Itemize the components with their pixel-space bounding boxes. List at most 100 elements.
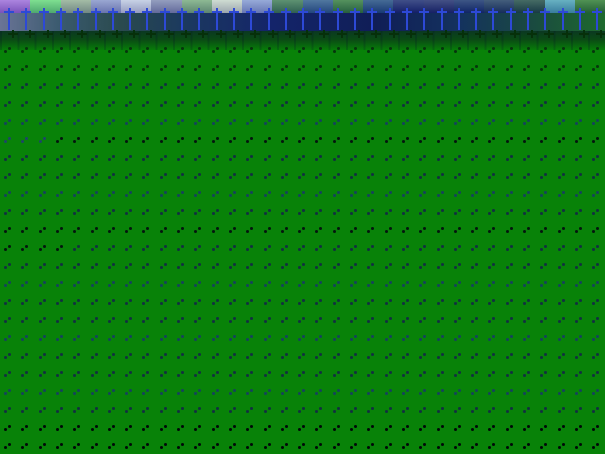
pattern-mark — [263, 230, 267, 233]
glyph-shadow-artifact — [94, 30, 105, 38]
pattern-mark — [523, 230, 526, 233]
pattern-mark — [142, 302, 146, 305]
pattern-mark — [38, 446, 42, 449]
pattern-mark — [107, 194, 111, 197]
glyph-artifact — [401, 8, 412, 30]
pattern-mark — [107, 320, 111, 323]
pattern-mark — [4, 158, 7, 161]
pattern-mark — [540, 158, 544, 161]
pattern-mark — [142, 410, 146, 413]
pattern-mark — [90, 140, 94, 143]
pattern-mark — [574, 158, 578, 161]
pattern-mark — [401, 50, 405, 53]
glyph-artifact — [592, 8, 603, 30]
pattern-mark — [142, 338, 146, 341]
pattern-mark — [298, 320, 302, 323]
pattern-mark — [574, 410, 578, 413]
pattern-mark — [315, 428, 319, 431]
pattern-mark — [505, 374, 509, 377]
pattern-mark — [488, 104, 492, 107]
pattern-mark — [90, 158, 94, 161]
pattern-mark — [142, 158, 146, 161]
pattern-mark — [263, 320, 267, 323]
pattern-mark — [159, 302, 163, 305]
noise-block — [484, 0, 515, 13]
pattern-mark — [55, 338, 59, 341]
pattern-mark — [557, 86, 561, 89]
pattern-mark — [90, 356, 94, 359]
glyph-shadow-artifact — [457, 30, 468, 38]
pattern-mark — [263, 68, 267, 71]
pattern-mark — [540, 284, 544, 287]
pattern-mark — [453, 428, 457, 431]
pattern-mark — [505, 320, 509, 323]
pattern-mark — [298, 158, 302, 161]
pattern-mark — [55, 194, 59, 197]
pattern-mark — [471, 194, 475, 197]
pattern-mark — [142, 446, 146, 449]
pattern-mark — [211, 68, 215, 71]
pattern-mark — [38, 86, 42, 89]
pattern-mark — [125, 86, 129, 89]
pattern-mark — [298, 410, 302, 413]
pattern-mark — [592, 158, 596, 161]
pattern-mark — [177, 374, 180, 377]
pattern-mark — [263, 284, 267, 287]
pattern-mark — [557, 212, 561, 215]
pattern-mark — [592, 320, 596, 323]
pattern-mark — [315, 194, 319, 197]
noise-block — [0, 0, 31, 13]
pattern-mark — [55, 176, 59, 179]
pattern-mark — [142, 212, 146, 215]
pattern-mark — [540, 338, 544, 341]
pattern-mark — [367, 122, 371, 125]
glyph-artifact — [436, 8, 447, 30]
pattern-mark — [505, 266, 509, 269]
pattern-mark — [38, 104, 42, 107]
pattern-mark — [107, 230, 111, 233]
pattern-mark — [523, 212, 526, 215]
pattern-mark — [125, 104, 129, 107]
pattern-mark — [523, 194, 526, 197]
pattern-mark — [505, 248, 509, 251]
pattern-mark — [384, 68, 388, 71]
pattern-mark — [436, 104, 440, 107]
pattern-mark — [540, 104, 544, 107]
pattern-mark — [488, 320, 492, 323]
glyph-artifact — [177, 8, 187, 30]
pattern-mark — [159, 140, 163, 143]
pattern-mark — [298, 68, 302, 71]
pattern-mark — [228, 212, 232, 215]
pattern-mark — [574, 86, 578, 89]
pattern-mark — [350, 50, 353, 53]
pattern-mark — [73, 428, 77, 431]
pattern-mark — [211, 86, 215, 89]
pattern-mark — [21, 446, 25, 449]
pattern-mark — [384, 194, 388, 197]
pattern-mark — [194, 284, 198, 287]
pattern-mark — [574, 212, 578, 215]
pattern-mark — [315, 284, 319, 287]
pattern-mark — [350, 446, 353, 449]
pattern-mark — [4, 374, 7, 377]
glyph-shadow-artifact — [42, 30, 53, 38]
pattern-mark — [574, 122, 578, 125]
pattern-mark — [125, 446, 129, 449]
pattern-mark — [55, 284, 59, 287]
glyph-shadow-artifact — [509, 30, 520, 38]
pattern-mark — [194, 356, 198, 359]
pattern-mark — [21, 230, 25, 233]
pattern-mark — [228, 68, 232, 71]
glyph-shadow-artifact — [319, 30, 330, 38]
pattern-mark — [55, 374, 59, 377]
pattern-mark — [540, 248, 544, 251]
pattern-mark — [90, 86, 94, 89]
pattern-mark — [73, 230, 77, 233]
pattern-mark — [298, 86, 302, 89]
pattern-mark — [453, 374, 457, 377]
pattern-mark — [194, 374, 198, 377]
pattern-mark — [315, 140, 319, 143]
pattern-mark — [298, 392, 302, 395]
pattern-mark — [505, 446, 509, 449]
glyph-artifact — [315, 8, 326, 30]
